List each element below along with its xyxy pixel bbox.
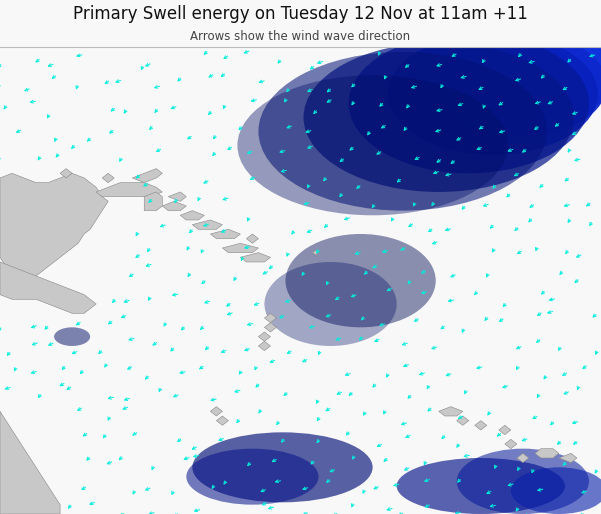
Polygon shape [475,420,487,430]
Ellipse shape [264,262,397,346]
Ellipse shape [511,467,601,514]
Ellipse shape [186,449,319,505]
Polygon shape [517,453,529,463]
Polygon shape [210,407,222,416]
Ellipse shape [237,75,508,215]
Polygon shape [559,453,577,463]
Polygon shape [439,407,463,416]
Polygon shape [258,341,270,351]
Polygon shape [210,229,240,238]
Polygon shape [96,182,162,197]
Polygon shape [60,169,72,178]
Ellipse shape [388,33,598,155]
Text: Primary Swell energy on Tuesday 12 Nov at 11am +11: Primary Swell energy on Tuesday 12 Nov a… [73,5,528,23]
Polygon shape [264,323,276,332]
Polygon shape [505,439,517,449]
Text: Arrows show the wind wave direction: Arrows show the wind wave direction [191,30,410,43]
Ellipse shape [285,234,436,327]
Polygon shape [0,173,108,281]
Ellipse shape [54,327,90,346]
Polygon shape [0,262,96,314]
Ellipse shape [349,33,589,173]
Polygon shape [313,250,319,255]
Polygon shape [246,234,258,243]
Ellipse shape [397,458,565,514]
Ellipse shape [565,38,601,94]
Polygon shape [535,449,559,458]
Ellipse shape [457,449,589,514]
Ellipse shape [304,43,574,192]
Polygon shape [264,314,276,323]
Polygon shape [222,243,258,253]
Polygon shape [0,411,60,514]
Polygon shape [457,416,469,425]
Polygon shape [216,416,228,425]
Polygon shape [192,220,222,229]
Polygon shape [102,173,114,182]
Polygon shape [258,332,270,341]
Polygon shape [180,211,204,220]
Polygon shape [168,192,186,201]
Polygon shape [144,192,162,211]
Ellipse shape [439,33,601,136]
Polygon shape [499,425,511,435]
Ellipse shape [192,432,373,502]
Polygon shape [162,201,186,211]
Ellipse shape [258,52,547,211]
Ellipse shape [505,33,601,117]
Polygon shape [240,253,270,262]
Polygon shape [132,169,162,182]
